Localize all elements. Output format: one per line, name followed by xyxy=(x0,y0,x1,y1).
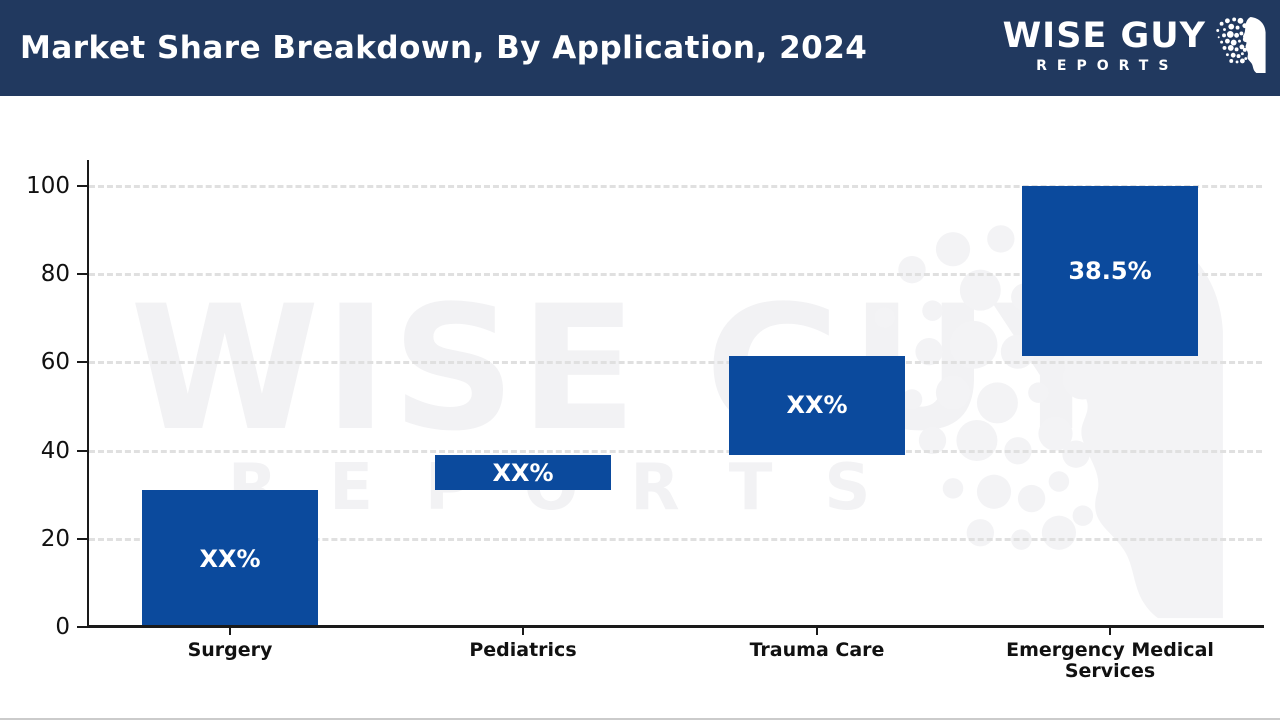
brand-name: WISE GUY xyxy=(1002,15,1206,56)
chart-title: Market Share Breakdown, By Application, … xyxy=(20,30,868,66)
x-axis-category-label: Surgery xyxy=(187,639,273,661)
x-tick-mark xyxy=(229,628,231,635)
bar-surgery: XX% xyxy=(142,490,318,627)
y-tick-mark xyxy=(77,273,87,276)
x-axis-category-label: Emergency Medical Services xyxy=(1006,639,1214,682)
x-tick-mark xyxy=(522,628,524,635)
bar-pediatrics: XX% xyxy=(435,455,611,491)
brand-face-dots-icon xyxy=(1210,8,1268,82)
x-axis-category-label: Pediatrics xyxy=(469,639,577,661)
x-tick-mark xyxy=(816,628,818,635)
y-tick-mark xyxy=(77,626,87,628)
bar-value-label: XX% xyxy=(786,391,848,420)
x-axis-spine xyxy=(87,625,1264,628)
y-tick-mark xyxy=(77,361,87,364)
y-tick-mark xyxy=(77,449,87,452)
bar-value-label: XX% xyxy=(199,544,261,573)
y-axis-tick-label: 100 xyxy=(26,173,70,199)
header-band: Market Share Breakdown, By Application, … xyxy=(0,0,1280,96)
y-axis-spine xyxy=(87,160,89,628)
y-axis-tick-label: 40 xyxy=(40,437,70,464)
brand-logo: WISE GUY REPORTS xyxy=(1003,8,1268,82)
gridline-40 xyxy=(89,449,1262,453)
y-axis-tick-label: 80 xyxy=(40,261,70,288)
bar-emergency-medical-services: 38.5% xyxy=(1022,186,1198,356)
bar-value-label: XX% xyxy=(492,458,554,487)
x-axis-category-label: Trauma Care xyxy=(749,639,885,661)
brand-logo-text: WISE GUY REPORTS xyxy=(1003,17,1206,74)
watermark-text: WISE GUY xyxy=(130,268,1123,469)
bar-value-label: 38.5% xyxy=(1068,256,1152,285)
gridline-20 xyxy=(89,537,1262,541)
brand-subtitle: REPORTS xyxy=(1036,57,1179,74)
x-tick-mark xyxy=(1109,628,1111,635)
y-axis-tick-label: 20 xyxy=(40,525,70,552)
footer-divider xyxy=(0,718,1280,720)
gridline-100 xyxy=(89,185,1262,188)
y-tick-mark xyxy=(77,185,87,187)
gridline-60 xyxy=(89,361,1262,365)
gridline-80 xyxy=(89,273,1262,277)
bar-trauma-care: XX% xyxy=(729,355,905,455)
y-tick-mark xyxy=(77,537,87,540)
y-axis-tick-label: 60 xyxy=(40,349,70,376)
y-axis-tick-label: 0 xyxy=(55,614,70,640)
